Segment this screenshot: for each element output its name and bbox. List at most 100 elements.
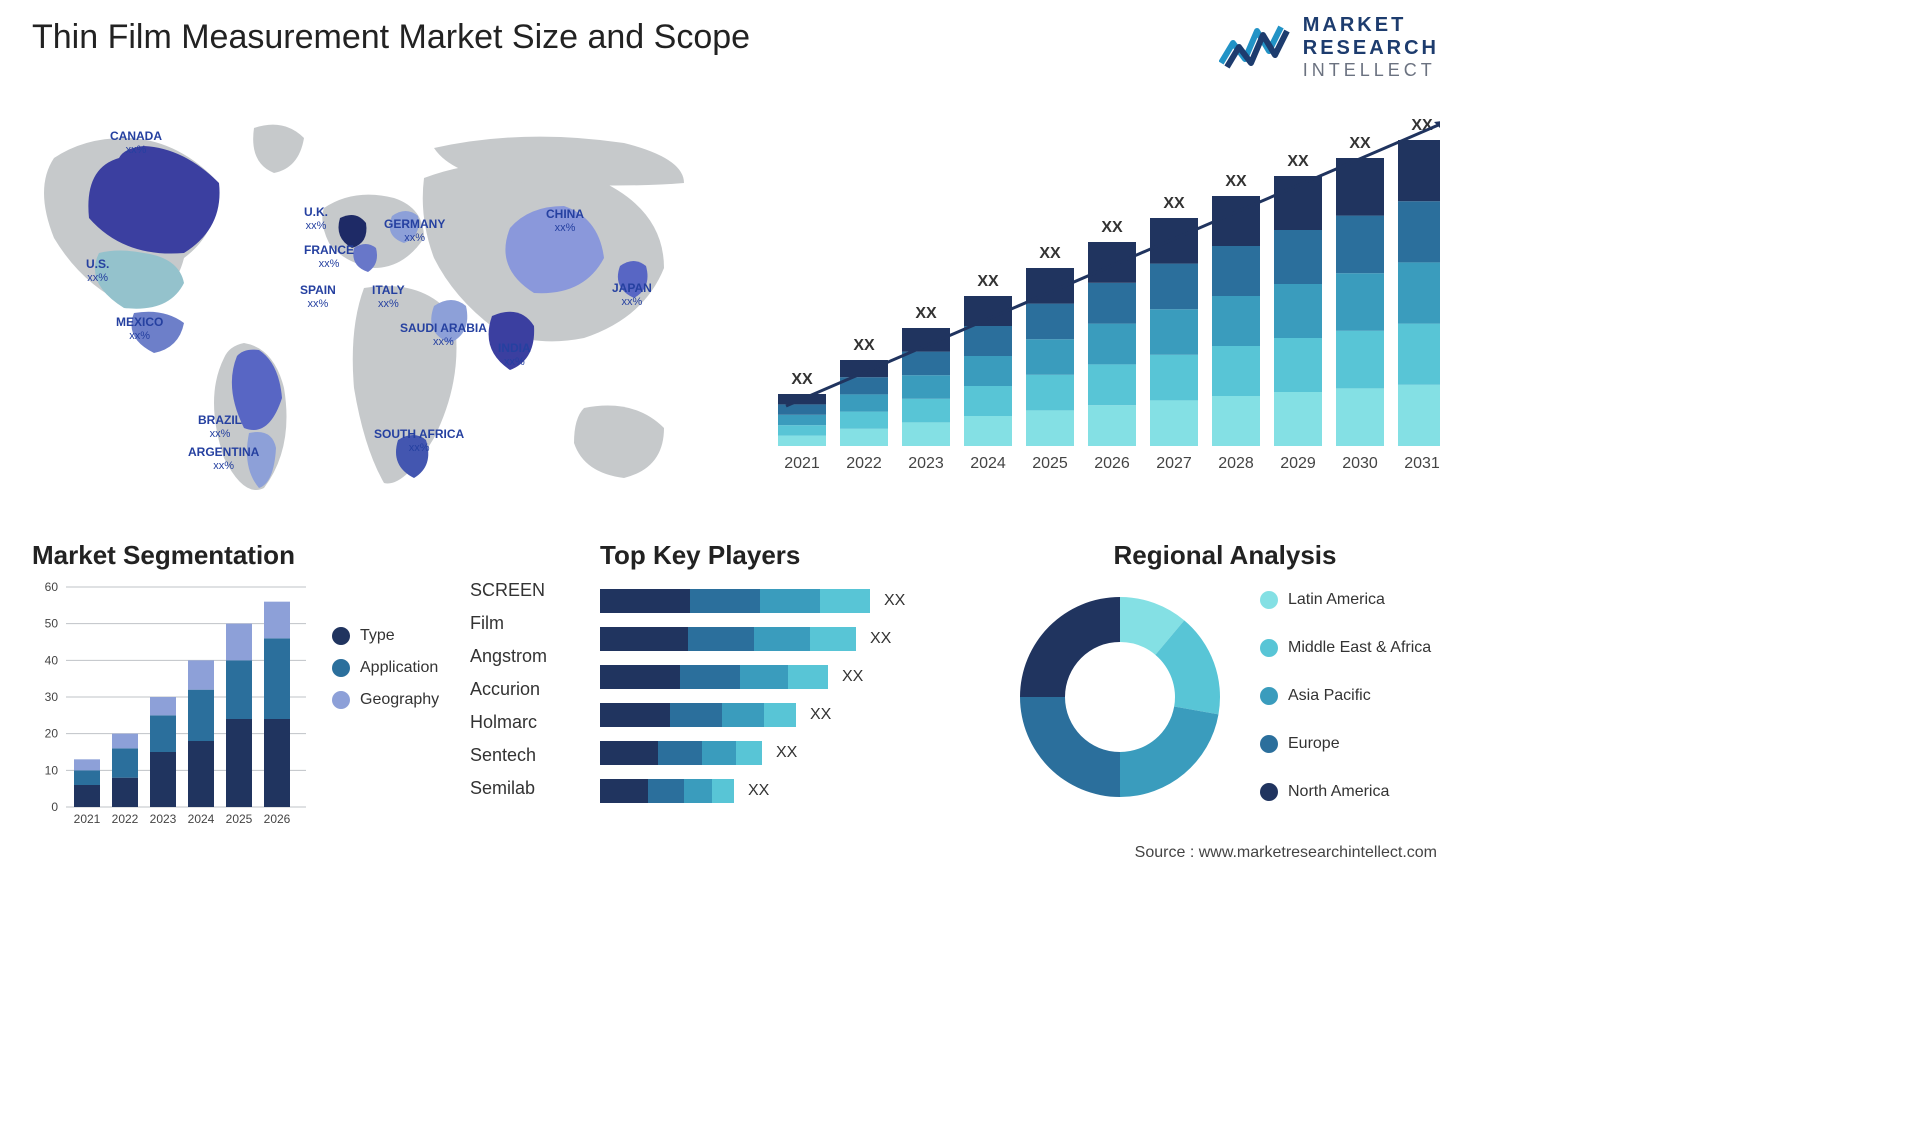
svg-text:2027: 2027 [1156, 455, 1192, 472]
player-bar-segment [600, 741, 658, 765]
player-bar-segment [600, 703, 670, 727]
legend-dot [1260, 591, 1278, 609]
player-bar-segment [722, 703, 764, 727]
map-label: SAUDI ARABIAxx% [400, 322, 487, 348]
svg-text:2022: 2022 [846, 455, 882, 472]
legend-item: Geography [332, 691, 439, 709]
legend-dot [1260, 783, 1278, 801]
players-title: Top Key Players [600, 540, 1000, 571]
legend-item: Latin America [1260, 591, 1431, 609]
legend-dot [332, 627, 350, 645]
svg-text:2024: 2024 [188, 812, 215, 826]
company-name: Angstrom [470, 646, 547, 667]
map-label: SOUTH AFRICAxx% [374, 428, 464, 454]
svg-text:2030: 2030 [1342, 455, 1378, 472]
legend-label: Middle East & Africa [1288, 639, 1431, 657]
svg-text:2023: 2023 [908, 455, 944, 472]
legend-label: Type [360, 627, 395, 645]
svg-text:XX: XX [1163, 195, 1185, 212]
logo-line3: INTELLECT [1303, 60, 1439, 81]
player-value: XX [842, 668, 863, 686]
legend-dot [1260, 735, 1278, 753]
player-bar: XX [600, 627, 1000, 651]
player-value: XX [748, 782, 769, 800]
svg-text:2025: 2025 [1032, 455, 1068, 472]
player-bar-segment [810, 627, 856, 651]
svg-text:XX: XX [1287, 153, 1309, 170]
player-bar-segment [740, 665, 788, 689]
map-label: CHINAxx% [546, 208, 584, 234]
svg-text:2021: 2021 [74, 812, 101, 826]
player-bar-segment [658, 741, 702, 765]
svg-text:XX: XX [1039, 245, 1061, 262]
map-label: BRAZILxx% [198, 414, 242, 440]
player-bar: XX [600, 665, 1000, 689]
map-label: INDIAxx% [498, 342, 531, 368]
player-bar-segment [600, 665, 680, 689]
player-bar-segment [670, 703, 722, 727]
svg-text:2024: 2024 [970, 455, 1006, 472]
svg-text:XX: XX [977, 273, 999, 290]
player-bar-segment [680, 665, 740, 689]
player-bar-segment [702, 741, 736, 765]
company-name: Holmarc [470, 712, 547, 733]
svg-text:2023: 2023 [150, 812, 177, 826]
legend-label: Application [360, 659, 438, 677]
logo-icon [1219, 19, 1293, 75]
svg-text:2026: 2026 [264, 812, 291, 826]
logo-line2: RESEARCH [1303, 37, 1439, 60]
logo-line1: MARKET [1303, 14, 1439, 37]
legend-item: Application [332, 659, 439, 677]
companies-list: SCREENFilmAngstromAccurionHolmarcSentech… [470, 580, 547, 799]
svg-text:XX: XX [853, 337, 875, 354]
legend-item: Middle East & Africa [1260, 639, 1431, 657]
player-value: XX [776, 744, 797, 762]
player-bar-segment [736, 741, 762, 765]
player-value: XX [810, 706, 831, 724]
svg-text:XX: XX [1225, 173, 1247, 190]
legend-dot [332, 659, 350, 677]
svg-text:XX: XX [791, 371, 813, 388]
top-key-players-section: Top Key Players XX XX XX XX XX XX [600, 540, 1000, 803]
player-bar-segment [760, 589, 820, 613]
company-name: SCREEN [470, 580, 547, 601]
player-bar-segment [764, 703, 796, 727]
player-bar-segment [690, 589, 760, 613]
map-label: JAPANxx% [612, 282, 652, 308]
svg-text:2026: 2026 [1094, 455, 1130, 472]
svg-text:2025: 2025 [226, 812, 253, 826]
map-label: U.K.xx% [304, 206, 328, 232]
legend-label: Europe [1288, 735, 1340, 753]
player-bar: XX [600, 703, 1000, 727]
svg-text:40: 40 [45, 653, 59, 667]
regional-title: Regional Analysis [1010, 540, 1440, 571]
svg-text:50: 50 [45, 617, 59, 631]
svg-text:60: 60 [45, 580, 59, 594]
map-label: ITALYxx% [372, 284, 405, 310]
player-bar: XX [600, 589, 1000, 613]
company-name: Sentech [470, 745, 547, 766]
player-bar: XX [600, 741, 1000, 765]
regional-analysis-section: Regional Analysis Latin America Middle Ea… [1010, 540, 1440, 807]
legend-dot [1260, 687, 1278, 705]
svg-text:2022: 2022 [112, 812, 139, 826]
player-bar-segment [648, 779, 684, 803]
legend-item: Europe [1260, 735, 1431, 753]
legend-label: Geography [360, 691, 439, 709]
legend-dot [1260, 639, 1278, 657]
svg-text:XX: XX [1349, 135, 1371, 152]
legend-item: Type [332, 627, 439, 645]
legend-label: Latin America [1288, 591, 1385, 609]
svg-text:2029: 2029 [1280, 455, 1316, 472]
map-label: SPAINxx% [300, 284, 336, 310]
player-bar-segment [600, 627, 688, 651]
map-label: U.S.xx% [86, 258, 109, 284]
logo: MARKET RESEARCH INTELLECT [1219, 14, 1439, 81]
svg-text:20: 20 [45, 727, 59, 741]
map-label: MEXICOxx% [116, 316, 163, 342]
svg-text:XX: XX [1101, 219, 1123, 236]
legend-label: Asia Pacific [1288, 687, 1371, 705]
svg-text:2028: 2028 [1218, 455, 1254, 472]
svg-text:0: 0 [51, 800, 58, 814]
player-bar-segment [684, 779, 712, 803]
